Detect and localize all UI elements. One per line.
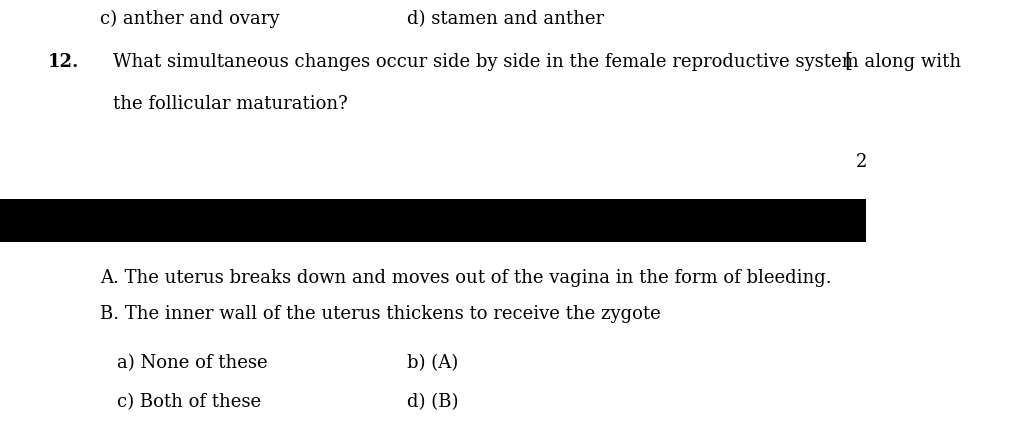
Text: 2: 2	[856, 153, 867, 171]
Text: d) stamen and anther: d) stamen and anther	[408, 10, 604, 28]
Text: [: [	[845, 52, 853, 71]
Text: a) None of these: a) None of these	[117, 354, 267, 372]
Text: b) (A): b) (A)	[408, 354, 459, 372]
Text: c) Both of these: c) Both of these	[117, 393, 261, 411]
Text: c) anther and ovary: c) anther and ovary	[99, 9, 280, 28]
Text: the follicular maturation?: the follicular maturation?	[113, 95, 347, 113]
Text: B. The inner wall of the uterus thickens to receive the zygote: B. The inner wall of the uterus thickens…	[99, 305, 660, 323]
Bar	[0, 199, 866, 242]
Text: d) (B): d) (B)	[408, 393, 459, 411]
Text: A. The uterus breaks down and moves out of the vagina in the form of bleeding.: A. The uterus breaks down and moves out …	[99, 269, 831, 287]
Text: What simultaneous changes occur side by side in the female reproductive system a: What simultaneous changes occur side by …	[113, 53, 961, 71]
Text: 12.: 12.	[48, 53, 79, 71]
